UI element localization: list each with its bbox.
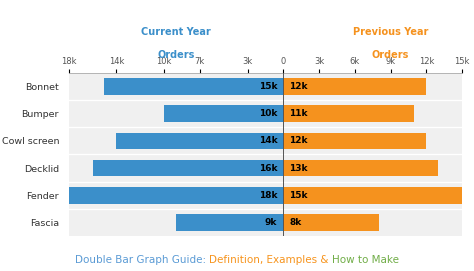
Bar — [176, 214, 283, 231]
Text: Orders: Orders — [157, 50, 195, 60]
Text: 16k: 16k — [259, 163, 277, 173]
Bar — [164, 105, 283, 122]
Text: 15k: 15k — [289, 191, 308, 200]
Bar — [92, 160, 283, 176]
Text: 11k: 11k — [289, 109, 308, 118]
Bar — [283, 214, 379, 231]
Text: 8k: 8k — [289, 218, 301, 227]
Bar — [283, 160, 438, 176]
Bar — [283, 105, 414, 122]
Text: Current Year: Current Year — [141, 27, 211, 37]
Bar — [283, 133, 427, 149]
Text: Double Bar Graph Guide:: Double Bar Graph Guide: — [75, 255, 210, 265]
Text: 12k: 12k — [289, 82, 308, 91]
Bar — [283, 78, 427, 95]
Text: 10k: 10k — [259, 109, 277, 118]
Bar — [283, 187, 462, 204]
Bar — [117, 133, 283, 149]
Text: Previous Year: Previous Year — [353, 27, 428, 37]
Text: Orders: Orders — [372, 50, 410, 60]
Text: How to Make: How to Make — [332, 255, 399, 265]
Text: 12k: 12k — [289, 136, 308, 146]
Bar — [69, 187, 283, 204]
Text: 18k: 18k — [259, 191, 277, 200]
Text: Definition, Examples &: Definition, Examples & — [210, 255, 332, 265]
Text: 9k: 9k — [265, 218, 277, 227]
Text: 13k: 13k — [289, 163, 308, 173]
Text: 14k: 14k — [259, 136, 277, 146]
Bar — [104, 78, 283, 95]
Text: 15k: 15k — [259, 82, 277, 91]
